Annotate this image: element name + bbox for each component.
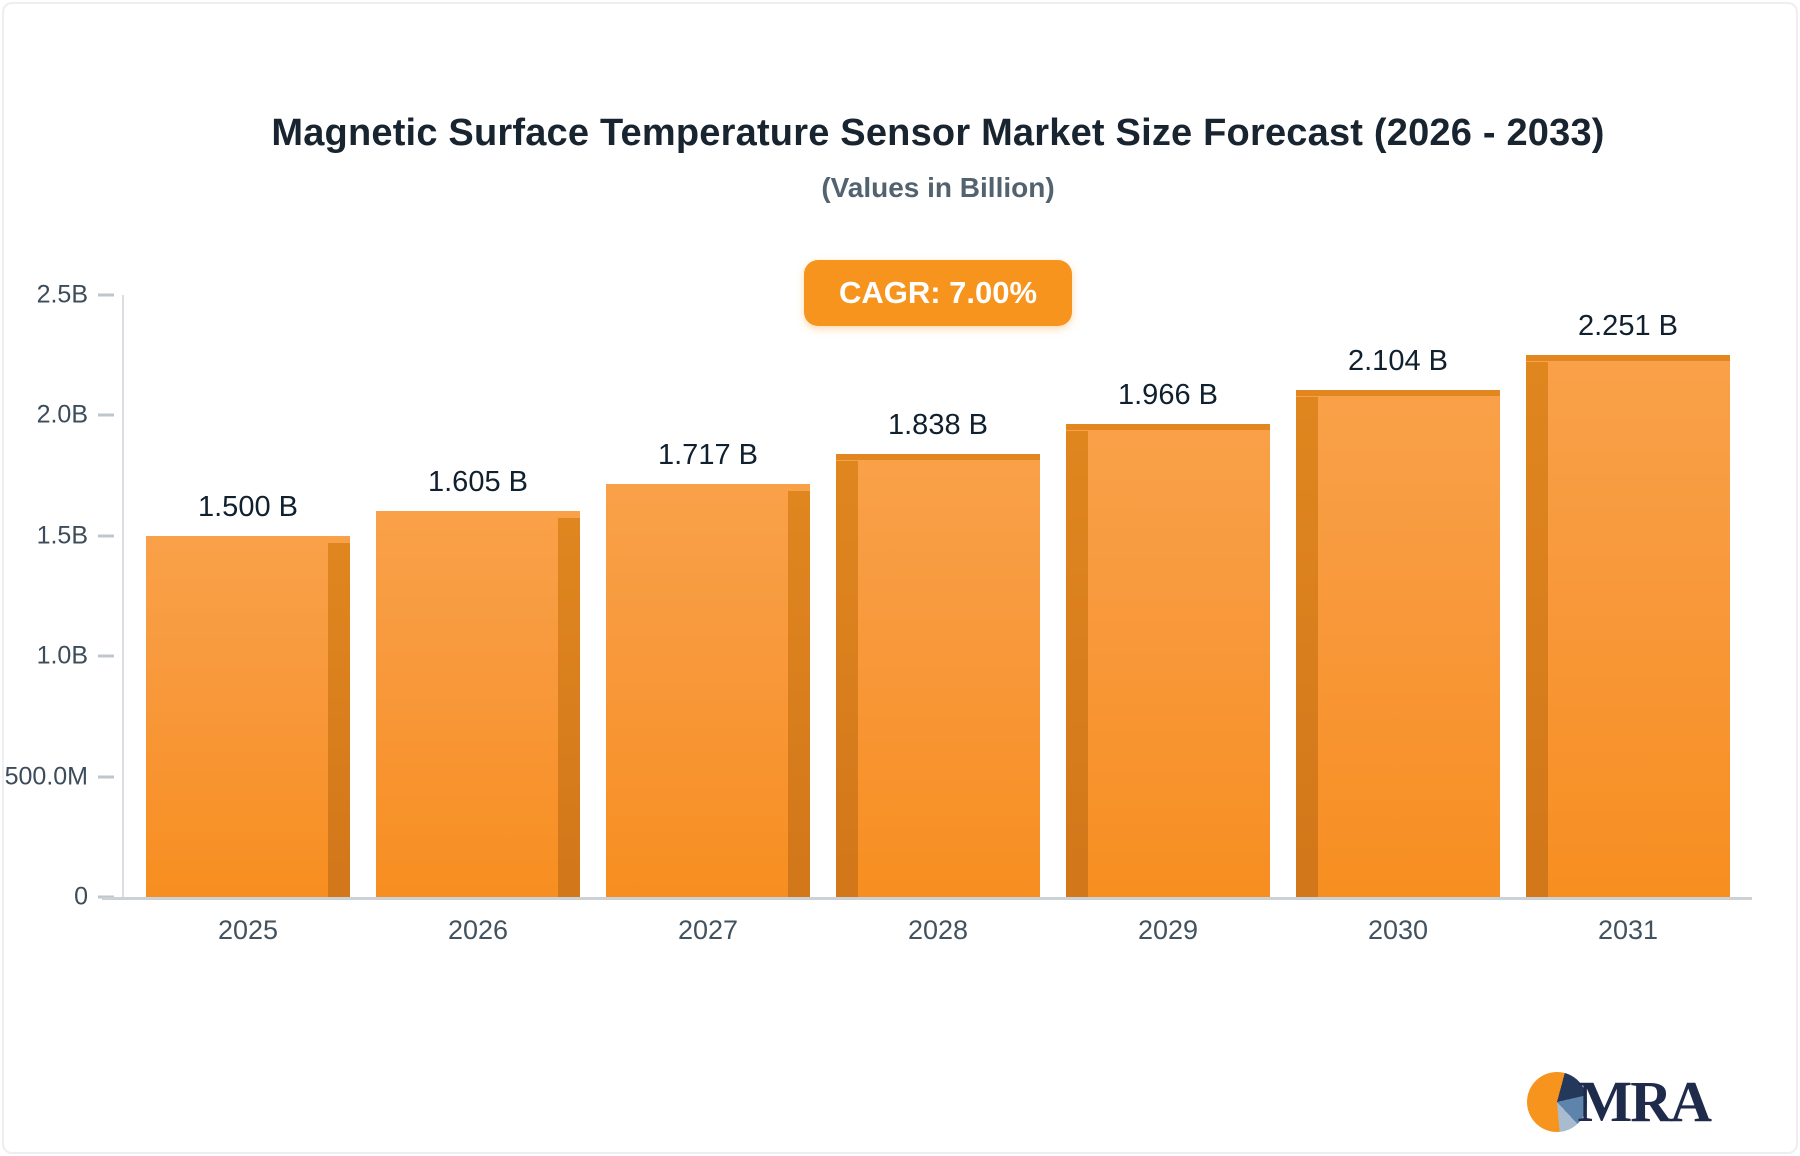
pie-chart-icon — [1527, 1072, 1588, 1132]
bar-2030 — [1296, 390, 1500, 897]
bar-side-face — [788, 491, 810, 897]
y-tick-500.0M: 500.0M — [5, 762, 114, 791]
x-axis-label: 2028 — [907, 915, 969, 945]
y-tick-label: 500.0M — [4, 762, 88, 791]
y-tick-label: 2.5B — [36, 280, 88, 309]
brand-logo: MRA — [1527, 1069, 1712, 1134]
brand-logo-text: MRA — [1577, 1069, 1712, 1134]
y-tick-label: 0 — [74, 882, 88, 911]
bar-side-face — [1526, 362, 1548, 897]
chart-subtitle: (Values in Billion) — [821, 172, 1055, 203]
bar-2029 — [1066, 424, 1270, 897]
y-tick-2.0B: 2.0B — [37, 401, 114, 430]
bar-side-face — [836, 461, 858, 897]
bar-value-label: 1.966 B — [1118, 379, 1218, 411]
bar-2026 — [376, 511, 580, 897]
bar-value-label: 1.838 B — [888, 409, 988, 441]
y-tick-label: 1.0B — [36, 641, 88, 670]
bar-value-label: 1.605 B — [428, 466, 528, 498]
bar-group-2025: 1.500 B 2025 — [146, 295, 350, 945]
bar-2025 — [146, 536, 350, 897]
bar-value-label: 1.500 B — [198, 491, 298, 523]
bar-group-2031: 2.251 B 2031 — [1526, 295, 1730, 945]
x-axis-label: 2027 — [677, 915, 739, 945]
cagr-badge: CAGR: 7.00% — [804, 260, 1072, 326]
y-tick-label: 2.0B — [36, 400, 88, 429]
bar-2027 — [606, 484, 810, 897]
bar-2031 — [1526, 355, 1730, 897]
bar-value-label: 2.104 B — [1348, 345, 1448, 377]
y-tick-label: 1.5B — [36, 521, 88, 550]
bar-group-2026: 1.605 B 2026 — [376, 295, 580, 945]
y-tick-mark — [98, 534, 114, 538]
y-tick-mark — [98, 293, 114, 297]
x-axis-label: 2029 — [1137, 915, 1199, 945]
y-tick-1.0B: 1.0B — [37, 642, 114, 671]
bar-side-face — [1066, 431, 1088, 897]
cagr-badge-label: CAGR: 7.00% — [838, 275, 1038, 310]
bar-value-label: 2.251 B — [1578, 310, 1678, 342]
y-tick-mark — [98, 775, 114, 779]
x-axis-label: 2031 — [1597, 915, 1659, 945]
y-tick-mark — [98, 413, 114, 417]
bar-2028 — [836, 454, 1040, 897]
x-axis-label: 2030 — [1367, 915, 1429, 945]
bar-group-2028: 1.838 B 2028 — [836, 295, 1040, 945]
bar-side-face — [558, 518, 580, 897]
bar-group-2029: 1.966 B 2029 — [1066, 295, 1270, 945]
bar-side-face — [1296, 397, 1318, 897]
y-tick-2.5B: 2.5B — [37, 281, 114, 310]
plot-area: 1.500 B 2025 1.605 B 2026 1.717 B 2027 1.838 B… — [102, 295, 1752, 945]
bar-group-2027: 1.717 B 2027 — [606, 295, 810, 945]
y-tick-1.5B: 1.5B — [37, 521, 114, 550]
y-tick-mark — [98, 654, 114, 658]
bar-value-label: 1.717 B — [658, 439, 758, 471]
x-axis-label: 2026 — [447, 915, 509, 945]
chart-title: Magnetic Surface Temperature Sensor Mark… — [271, 112, 1605, 154]
y-axis: 2.5B 2.0B 1.5B 1.0B 500.0M 0 — [0, 281, 114, 911]
bar-side-face — [328, 543, 350, 897]
bar-group-2030: 2.104 B 2030 — [1296, 295, 1500, 945]
x-axis-label: 2025 — [217, 915, 279, 945]
